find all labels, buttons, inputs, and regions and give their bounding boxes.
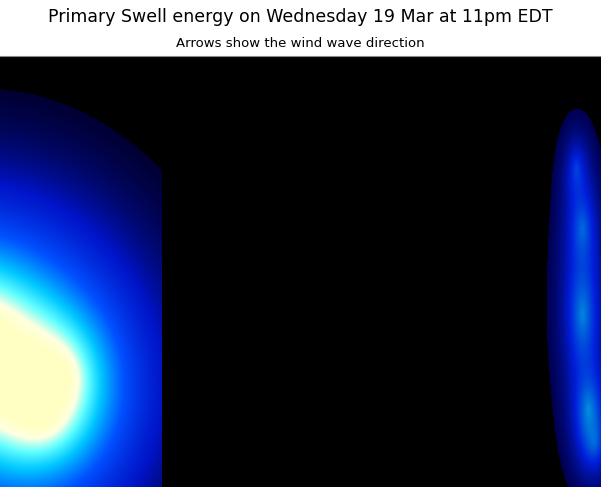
- Text: Primary Swell energy on Wednesday 19 Mar at 11pm EDT: Primary Swell energy on Wednesday 19 Mar…: [48, 8, 553, 26]
- Text: Arrows show the wind wave direction: Arrows show the wind wave direction: [176, 37, 425, 50]
